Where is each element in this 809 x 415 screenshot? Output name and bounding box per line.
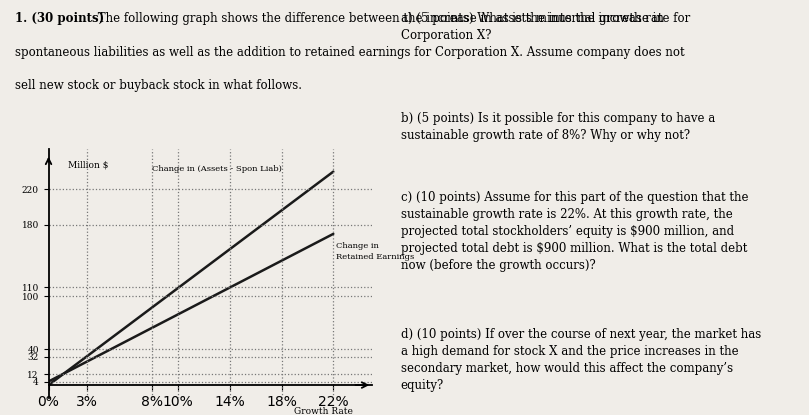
Text: Retained Earnings: Retained Earnings (336, 254, 414, 261)
Text: 1. (30 points): 1. (30 points) (15, 12, 104, 25)
Text: Growth Rate: Growth Rate (294, 407, 353, 415)
Text: c) (10 points) Assume for this part of the question that the
sustainable growth : c) (10 points) Assume for this part of t… (400, 191, 748, 272)
Text: Change in: Change in (336, 242, 379, 250)
Text: b) (5 points) Is it possible for this company to have a
sustainable growth rate : b) (5 points) Is it possible for this co… (400, 112, 715, 142)
Text: spontaneous liabilities as well as the addition to retained earnings for Corpora: spontaneous liabilities as well as the a… (15, 46, 684, 59)
Text: a) (5 points) What is the internal growth rate for
Corporation X?: a) (5 points) What is the internal growt… (400, 12, 690, 42)
Text: Change in (Assets - Spon Liab): Change in (Assets - Spon Liab) (152, 164, 282, 173)
Text: Million $: Million $ (68, 160, 108, 169)
Text: d) (10 points) If over the course of next year, the market has
a high demand for: d) (10 points) If over the course of nex… (400, 328, 760, 392)
Text: sell new stock or buyback stock in what follows.: sell new stock or buyback stock in what … (15, 79, 302, 92)
Text: The following graph shows the difference between the increase in assets minus th: The following graph shows the difference… (94, 12, 663, 25)
